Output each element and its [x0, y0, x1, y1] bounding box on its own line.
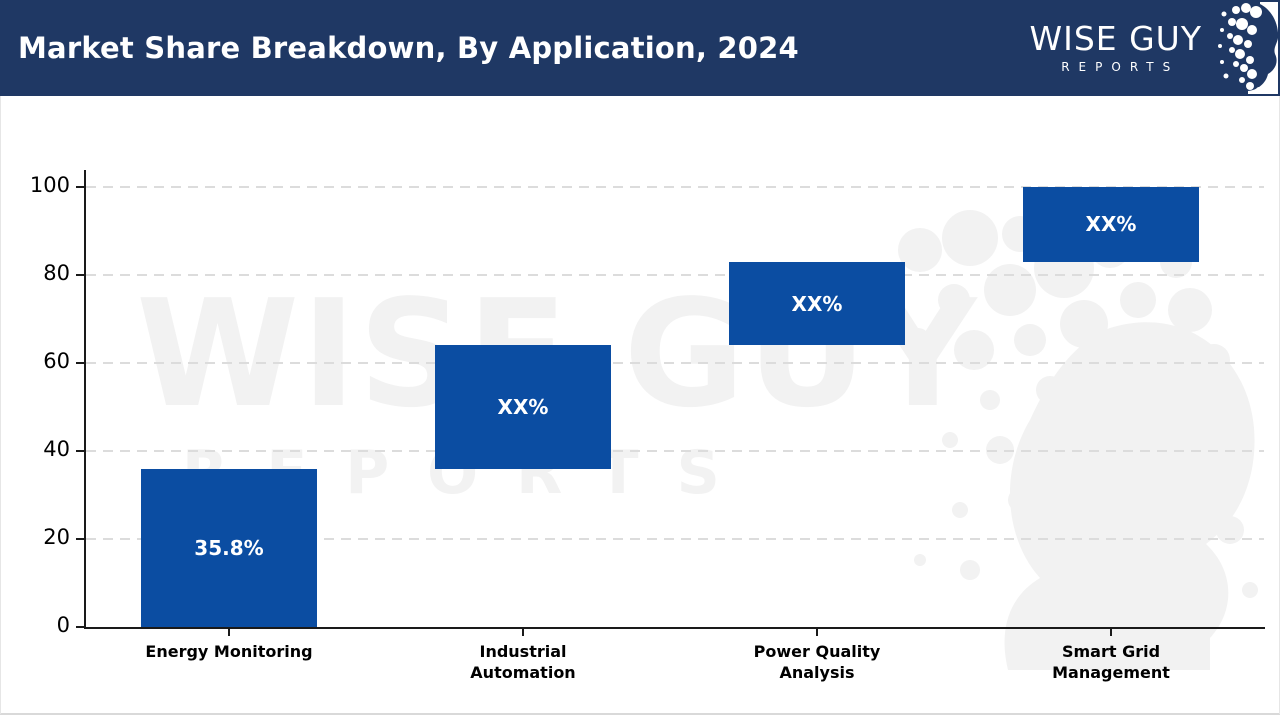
- y-tick-label-80: 80: [43, 261, 70, 285]
- y-tick-mark-100: [76, 186, 85, 188]
- brand-logo: WISE GUY REPORTS: [1020, 0, 1280, 96]
- gridline-60: [86, 362, 1264, 364]
- bar-smart-grid-management: XX%: [1023, 187, 1199, 262]
- logo-line2: REPORTS: [1061, 60, 1180, 74]
- y-tick-mark-0: [76, 626, 85, 628]
- watermark-face-icon: [898, 210, 1258, 670]
- x-category-label-line: Management: [1052, 663, 1170, 682]
- x-category-label-power-quality-analysis: Power Quality Analysis: [670, 641, 964, 683]
- logo-line1: WISE GUY: [1029, 19, 1202, 58]
- y-tick-mark-60: [76, 362, 85, 364]
- bottom-divider: [0, 713, 1280, 715]
- bar-value-label: XX%: [791, 291, 843, 316]
- gridline-40: [86, 450, 1264, 452]
- left-border: [0, 96, 1, 714]
- x-category-label-line: Energy Monitoring: [145, 642, 313, 661]
- y-tick-label-100: 100: [29, 173, 70, 197]
- bar-value-label: 35.8%: [194, 536, 264, 561]
- gridline-20: [86, 538, 1264, 540]
- y-tick-label-60: 60: [43, 349, 70, 373]
- x-category-label-line: Industrial: [479, 642, 567, 661]
- x-category-label-line: Automation: [470, 663, 576, 682]
- x-tick-mark-power-quality-analysis: [816, 629, 818, 636]
- y-tick-label-40: 40: [43, 437, 70, 461]
- x-tick-mark-energy-monitoring: [228, 629, 230, 636]
- x-category-label-line: Analysis: [779, 663, 855, 682]
- bar-power-quality-analysis: XX%: [729, 261, 905, 346]
- x-category-label-energy-monitoring: Energy Monitoring: [82, 641, 376, 662]
- y-tick-mark-20: [76, 538, 85, 540]
- x-category-label-line: Power Quality: [753, 642, 881, 661]
- header-bar: Market Share Breakdown, By Application, …: [0, 0, 1280, 96]
- gridline-80: [86, 274, 1264, 276]
- bar-value-label: XX%: [497, 395, 549, 420]
- bar-energy-monitoring: 35.8%: [141, 469, 317, 627]
- x-category-label-line: Smart Grid: [1061, 642, 1161, 661]
- y-axis-line: [84, 170, 86, 629]
- y-tick-mark-40: [76, 450, 85, 452]
- page-title: Market Share Breakdown, By Application, …: [18, 31, 799, 65]
- y-tick-label-20: 20: [43, 525, 70, 549]
- x-tick-mark-industrial-automation: [522, 629, 524, 636]
- x-tick-mark-smart-grid-management: [1110, 629, 1112, 636]
- x-category-label-smart-grid-management: Smart Grid Management: [964, 641, 1258, 683]
- y-tick-mark-80: [76, 274, 85, 276]
- bar-industrial-automation: XX%: [435, 345, 611, 470]
- y-tick-label-0: 0: [56, 613, 70, 637]
- logo-face-icon: [1218, 2, 1278, 94]
- gridline-100: [86, 186, 1264, 188]
- bar-value-label: XX%: [1085, 212, 1137, 237]
- x-category-label-industrial-automation: Industrial Automation: [376, 641, 670, 683]
- logo-wordmark: WISE GUY REPORTS: [1029, 19, 1202, 75]
- x-axis-line: [84, 627, 1265, 629]
